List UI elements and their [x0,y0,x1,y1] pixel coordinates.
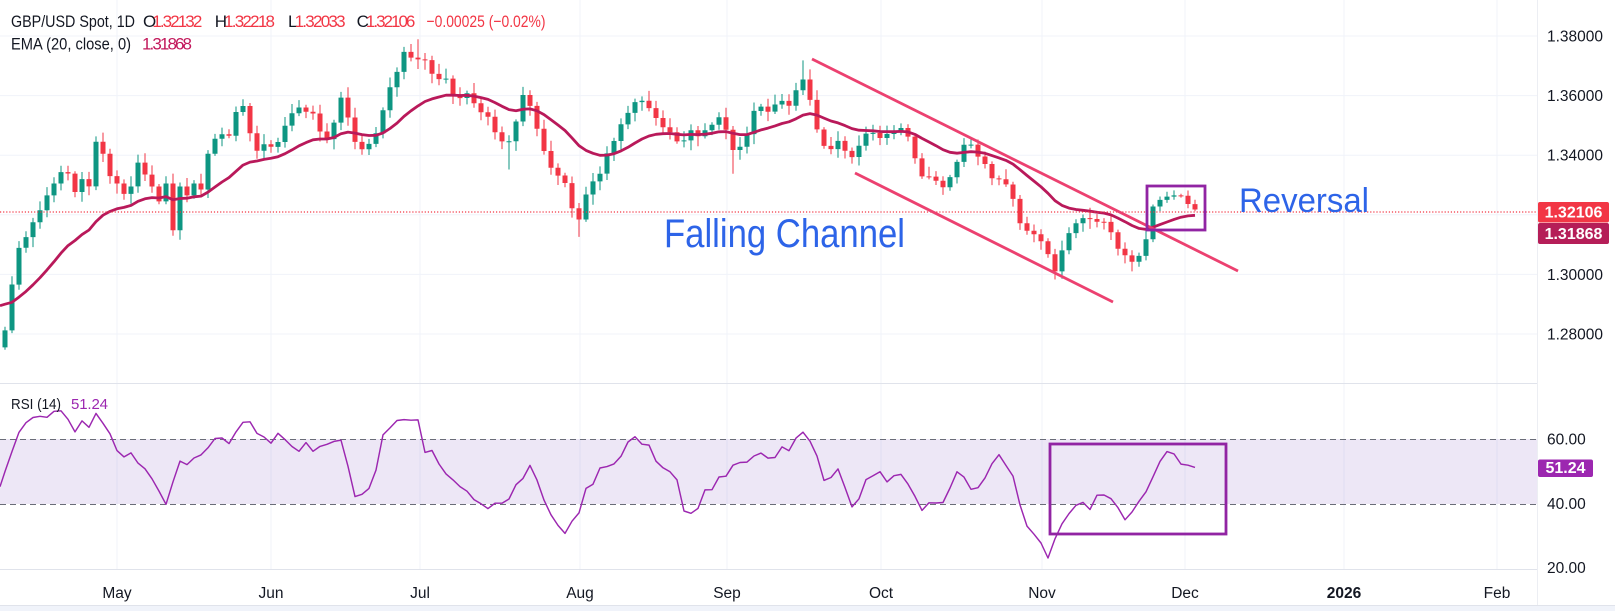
svg-text:1.36000: 1.36000 [1547,88,1603,105]
svg-text:EMA (20, close, 0): EMA (20, close, 0) [11,35,131,54]
svg-text:Feb: Feb [1484,585,1511,602]
svg-text:Nov: Nov [1028,585,1056,602]
svg-text:2026: 2026 [1327,585,1362,602]
svg-text:Oct: Oct [869,585,894,602]
svg-text:1.30000: 1.30000 [1547,267,1603,284]
svg-text:1.38000: 1.38000 [1547,29,1603,46]
svg-text:1.32132: 1.32132 [152,12,202,31]
svg-text:L: L [288,12,297,31]
svg-text:Dec: Dec [1171,585,1199,602]
svg-text:60.00: 60.00 [1547,432,1586,449]
svg-text:May: May [102,585,132,602]
svg-text:RSI (14): RSI (14) [11,396,61,413]
svg-text:Reversal: Reversal [1239,182,1369,220]
svg-text:Falling Channel: Falling Channel [664,212,905,256]
svg-text:20.00: 20.00 [1547,560,1586,577]
svg-text:H: H [215,12,227,31]
svg-text:1.31868: 1.31868 [142,35,192,54]
svg-text:1.32033: 1.32033 [295,12,346,31]
svg-text:1.32218: 1.32218 [224,12,275,31]
svg-text:−0.00025 (−0.02%): −0.00025 (−0.02%) [427,12,546,31]
svg-text:1.31868: 1.31868 [1545,226,1603,243]
svg-text:51.24: 51.24 [71,396,108,413]
svg-text:1.28000: 1.28000 [1547,327,1603,344]
svg-text:GBP/USD Spot, 1D: GBP/USD Spot, 1D [11,12,135,31]
svg-text:Sep: Sep [713,585,741,602]
svg-text:Aug: Aug [566,585,594,602]
svg-text:1.32106: 1.32106 [1545,205,1603,222]
svg-text:Jun: Jun [259,585,284,602]
svg-text:51.24: 51.24 [1545,460,1585,477]
svg-text:Jul: Jul [410,585,430,602]
svg-text:C: C [357,12,369,31]
svg-text:40.00: 40.00 [1547,496,1586,513]
svg-text:1.34000: 1.34000 [1547,148,1603,165]
svg-text:1.32106: 1.32106 [366,12,416,31]
svg-text:O: O [143,12,156,31]
